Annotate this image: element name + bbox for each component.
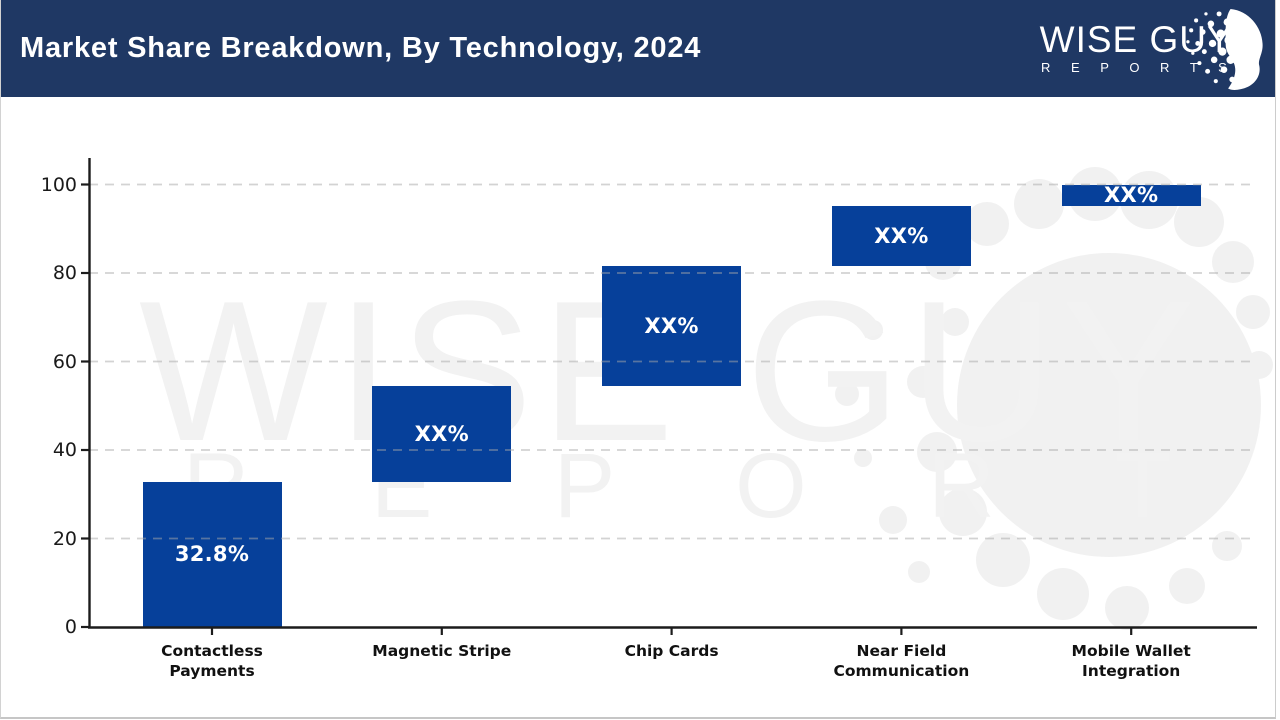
waterfall-bar: XX% (602, 265, 742, 386)
bar-value-label: XX% (874, 223, 929, 248)
logo-wordmark: WISE GUY (1039, 19, 1233, 60)
waterfall-bar: XX% (372, 385, 512, 482)
category-label: Mobile Wallet Integration (1071, 642, 1191, 680)
y-axis-tick-label: 100 (40, 173, 77, 196)
report-header: Market Share Breakdown, By Technology, 2… (1, 0, 1275, 97)
y-axis-tick-label: 0 (64, 616, 77, 638)
logo-subtitle: R E P O R T S (1041, 60, 1236, 75)
y-axis-tick-label: 40 (52, 439, 77, 461)
y-axis-tick-label: 60 (52, 350, 77, 373)
bar-value-label: XX% (1104, 183, 1159, 208)
waterfall-bar: 32.8% (142, 481, 282, 627)
y-axis-tick-label: 20 (52, 527, 77, 550)
waterfall-bar: XX% (831, 205, 971, 266)
category-label: Contactless Payments (161, 642, 263, 680)
bar-value-label: XX% (644, 313, 699, 338)
category-label: Chip Cards (624, 642, 719, 660)
bar-value-label: XX% (414, 421, 469, 446)
bar-value-label: 32.8% (174, 542, 250, 567)
logo-text: WISE GUY R E P O R T S (1037, 19, 1236, 76)
chart-title: Market Share Breakdown, By Technology, 2… (20, 32, 702, 64)
category-label: Near Field Communication (833, 642, 970, 680)
watermark-reports: R E P O R T S (183, 435, 1275, 537)
y-axis-tick-label: 80 (52, 262, 77, 284)
logo-face-icon (1186, 9, 1263, 90)
wise-guy-logo: WISE GUY R E P O R T S (1027, 4, 1267, 94)
category-label: Magnetic Stripe (372, 642, 512, 660)
waterfall-bar: XX% (1061, 183, 1201, 208)
